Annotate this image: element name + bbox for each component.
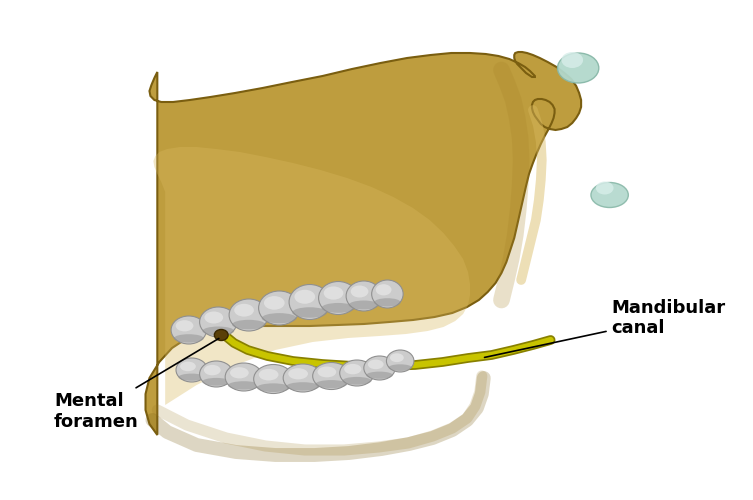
- Ellipse shape: [283, 364, 322, 392]
- Ellipse shape: [591, 182, 628, 208]
- Ellipse shape: [228, 381, 260, 390]
- Ellipse shape: [346, 281, 382, 311]
- Ellipse shape: [264, 296, 285, 310]
- Ellipse shape: [562, 52, 583, 68]
- Ellipse shape: [204, 365, 221, 376]
- Ellipse shape: [322, 303, 355, 313]
- Ellipse shape: [175, 320, 194, 332]
- Ellipse shape: [596, 182, 614, 194]
- Ellipse shape: [316, 380, 347, 388]
- Ellipse shape: [200, 361, 233, 387]
- Ellipse shape: [344, 364, 361, 374]
- Ellipse shape: [176, 358, 208, 382]
- Ellipse shape: [557, 53, 599, 83]
- Text: Mental
foramen: Mental foramen: [54, 338, 219, 431]
- Ellipse shape: [351, 286, 368, 298]
- Ellipse shape: [171, 316, 206, 344]
- Ellipse shape: [374, 298, 401, 306]
- Ellipse shape: [174, 334, 204, 342]
- Ellipse shape: [364, 356, 395, 380]
- Ellipse shape: [262, 313, 297, 324]
- Ellipse shape: [389, 364, 412, 371]
- Ellipse shape: [259, 369, 279, 380]
- Ellipse shape: [288, 368, 308, 380]
- Ellipse shape: [366, 372, 393, 379]
- Ellipse shape: [390, 354, 404, 362]
- Ellipse shape: [258, 291, 300, 325]
- Ellipse shape: [372, 280, 403, 308]
- Ellipse shape: [205, 312, 223, 324]
- Ellipse shape: [386, 350, 414, 372]
- Ellipse shape: [200, 307, 237, 337]
- Text: Mandibular
canal: Mandibular canal: [484, 298, 726, 358]
- Ellipse shape: [340, 360, 374, 386]
- Ellipse shape: [292, 307, 328, 318]
- Ellipse shape: [203, 326, 234, 336]
- Ellipse shape: [257, 384, 290, 392]
- Ellipse shape: [234, 304, 254, 316]
- Polygon shape: [154, 147, 470, 405]
- Polygon shape: [145, 52, 581, 435]
- Ellipse shape: [230, 367, 248, 378]
- Ellipse shape: [178, 374, 205, 381]
- Ellipse shape: [225, 363, 263, 391]
- Ellipse shape: [232, 320, 266, 330]
- Ellipse shape: [343, 377, 371, 384]
- Ellipse shape: [202, 378, 230, 386]
- Ellipse shape: [318, 366, 337, 378]
- Ellipse shape: [289, 284, 331, 320]
- Ellipse shape: [368, 360, 383, 369]
- Ellipse shape: [324, 286, 343, 300]
- Ellipse shape: [229, 299, 268, 331]
- Ellipse shape: [376, 284, 392, 296]
- Ellipse shape: [349, 300, 379, 310]
- Ellipse shape: [215, 330, 228, 340]
- Ellipse shape: [312, 362, 350, 390]
- Ellipse shape: [180, 362, 196, 371]
- Ellipse shape: [254, 364, 293, 394]
- Ellipse shape: [319, 282, 358, 314]
- Ellipse shape: [294, 290, 315, 304]
- Ellipse shape: [286, 382, 319, 390]
